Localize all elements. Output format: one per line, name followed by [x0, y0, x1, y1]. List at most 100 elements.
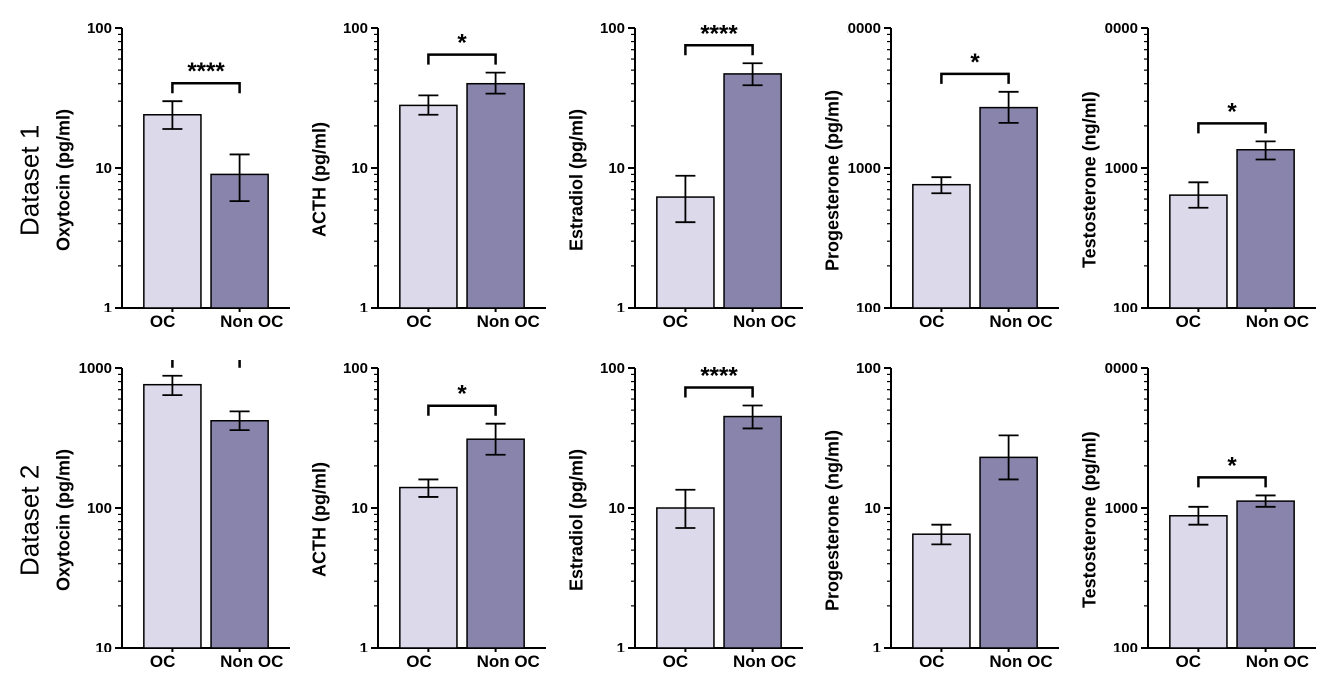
chart-panel: Estradiol (pg/ml)110100****OCNon OC	[563, 360, 809, 680]
svg-text:1000: 1000	[1104, 160, 1137, 177]
x-category-label: OC	[374, 652, 463, 680]
chart-svg: 1 10 100	[847, 360, 1065, 652]
chart-panel: ACTH (pg/ml)110100*OCNon OC	[306, 20, 552, 340]
plot-wrap: 100100010000*OCNon OC	[1104, 360, 1322, 680]
plot-area: 100100010000*	[1104, 20, 1322, 312]
y-axis-label: ACTH (pg/ml)	[306, 360, 334, 680]
plot-wrap: 110100*OCNon OC	[334, 360, 552, 680]
x-category-label: Non OC	[1233, 312, 1322, 340]
x-category-label: OC	[1144, 652, 1233, 680]
bar-non-oc	[467, 84, 524, 308]
x-categories: OCNon OC	[1104, 312, 1322, 340]
svg-text:10000: 10000	[847, 20, 881, 37]
bar-non-oc	[980, 457, 1037, 648]
chart-svg: 110100****	[591, 360, 809, 652]
plot-wrap: 110100OCNon OC	[847, 360, 1065, 680]
y-axis-label: ACTH (pg/ml)	[306, 20, 334, 340]
x-category-label: OC	[631, 652, 720, 680]
plot-area: 110100****	[78, 20, 296, 312]
x-category-label: Non OC	[976, 312, 1065, 340]
chart-svg: 100100010000*	[1104, 360, 1322, 652]
bar-non-oc	[724, 417, 781, 648]
x-category-label: Non OC	[720, 652, 809, 680]
chart-panel: Testosterone (ng/ml)100100010000*OCNon O…	[1076, 20, 1322, 340]
bar-oc	[400, 105, 457, 308]
chart-panel: Progesterone (pg/ml) 100 1000 10000 * OCNon O…	[819, 20, 1065, 340]
svg-text:1: 1	[616, 640, 624, 652]
x-category-label: OC	[631, 312, 720, 340]
x-category-label: Non OC	[464, 652, 553, 680]
svg-text:100: 100	[856, 300, 881, 312]
y-axis-label: Oxytocin (pg/ml)	[50, 360, 78, 680]
svg-text:100: 100	[87, 500, 112, 517]
plot-wrap: 110100****OCNon OC	[78, 20, 296, 340]
x-categories: OCNon OC	[334, 312, 552, 340]
svg-text:1: 1	[616, 300, 624, 312]
x-category-label: Non OC	[1233, 652, 1322, 680]
significance-label: *	[971, 49, 981, 76]
svg-text:100: 100	[856, 360, 881, 377]
bar-oc	[657, 508, 714, 648]
panels: Oxytocin (pg/ml)110100****OCNon OCACTH (…	[50, 20, 1322, 340]
x-category-label: OC	[1144, 312, 1233, 340]
plot-wrap: 110100****OCNon OC	[591, 20, 809, 340]
dataset-row: Dataset 2Oxytocin (pg/ml)101001000**OCNo…	[10, 360, 1322, 680]
svg-text:1: 1	[104, 300, 112, 312]
bar-oc	[400, 488, 457, 648]
chart-panel: Oxytocin (pg/ml)110100****OCNon OC	[50, 20, 296, 340]
x-categories: OCNon OC	[334, 652, 552, 680]
svg-text:10: 10	[95, 640, 112, 652]
chart-svg: 100 1000 10000 *	[847, 20, 1065, 312]
significance-label: *	[458, 30, 468, 57]
x-categories: OCNon OC	[78, 312, 296, 340]
chart-svg: 100100010000*	[1104, 20, 1322, 312]
plot-wrap: 100 1000 10000 * OCNon OC	[847, 20, 1065, 340]
plot-area: 101001000**	[78, 360, 296, 652]
y-axis-label: Estradiol (pg/ml)	[563, 360, 591, 680]
svg-text:1000: 1000	[848, 160, 881, 177]
chart-svg: 110100*	[334, 20, 552, 312]
plot-area: 110100****	[591, 20, 809, 312]
svg-text:100: 100	[87, 20, 112, 37]
bar-oc	[144, 385, 201, 648]
bar-non-oc	[724, 74, 781, 308]
x-category-label: OC	[887, 312, 976, 340]
bar-oc	[1169, 195, 1226, 308]
x-category-label: Non OC	[207, 652, 296, 680]
panels: Oxytocin (pg/ml)101001000**OCNon OCACTH …	[50, 360, 1322, 680]
chart-panel: Testosterone (pg/ml)100100010000*OCNon O…	[1076, 360, 1322, 680]
x-category-label: Non OC	[207, 312, 296, 340]
x-category-label: OC	[887, 652, 976, 680]
svg-text:100: 100	[600, 360, 625, 377]
chart-svg: 110100*	[334, 360, 552, 652]
svg-text:10000: 10000	[1104, 360, 1138, 377]
x-categories: OCNon OC	[78, 652, 296, 680]
bar-oc	[913, 534, 970, 648]
svg-text:10: 10	[352, 160, 369, 177]
chart-svg: 101001000**	[78, 360, 296, 652]
chart-svg: 110100****	[591, 20, 809, 312]
x-categories: OCNon OC	[847, 312, 1065, 340]
y-axis-label: Testosterone (ng/ml)	[1076, 20, 1104, 340]
plot-area: 110100****	[591, 360, 809, 652]
row-label: Dataset 1	[10, 20, 50, 340]
y-axis-label: Oxytocin (pg/ml)	[50, 20, 78, 340]
svg-text:10: 10	[865, 500, 882, 517]
plot-area: 100 1000 10000 *	[847, 20, 1065, 312]
y-axis-label: Progesterone (pg/ml)	[819, 20, 847, 340]
svg-text:10: 10	[352, 500, 369, 517]
y-axis-label: Testosterone (pg/ml)	[1076, 360, 1104, 680]
dataset-row: Dataset 1Oxytocin (pg/ml)110100****OCNon…	[10, 20, 1322, 340]
bar-non-oc	[467, 439, 524, 648]
figure: Dataset 1Oxytocin (pg/ml)110100****OCNon…	[0, 0, 1332, 690]
plot-wrap: 101001000**OCNon OC	[78, 360, 296, 680]
svg-text:10: 10	[95, 160, 112, 177]
x-categories: OCNon OC	[1104, 652, 1322, 680]
svg-text:1: 1	[873, 640, 881, 652]
plot-wrap: 110100*OCNon OC	[334, 20, 552, 340]
x-category-label: OC	[118, 312, 207, 340]
bar-oc	[1169, 516, 1226, 648]
chart-panel: Oxytocin (pg/ml)101001000**OCNon OC	[50, 360, 296, 680]
bar-non-oc	[1237, 501, 1294, 648]
row-label: Dataset 2	[10, 360, 50, 680]
